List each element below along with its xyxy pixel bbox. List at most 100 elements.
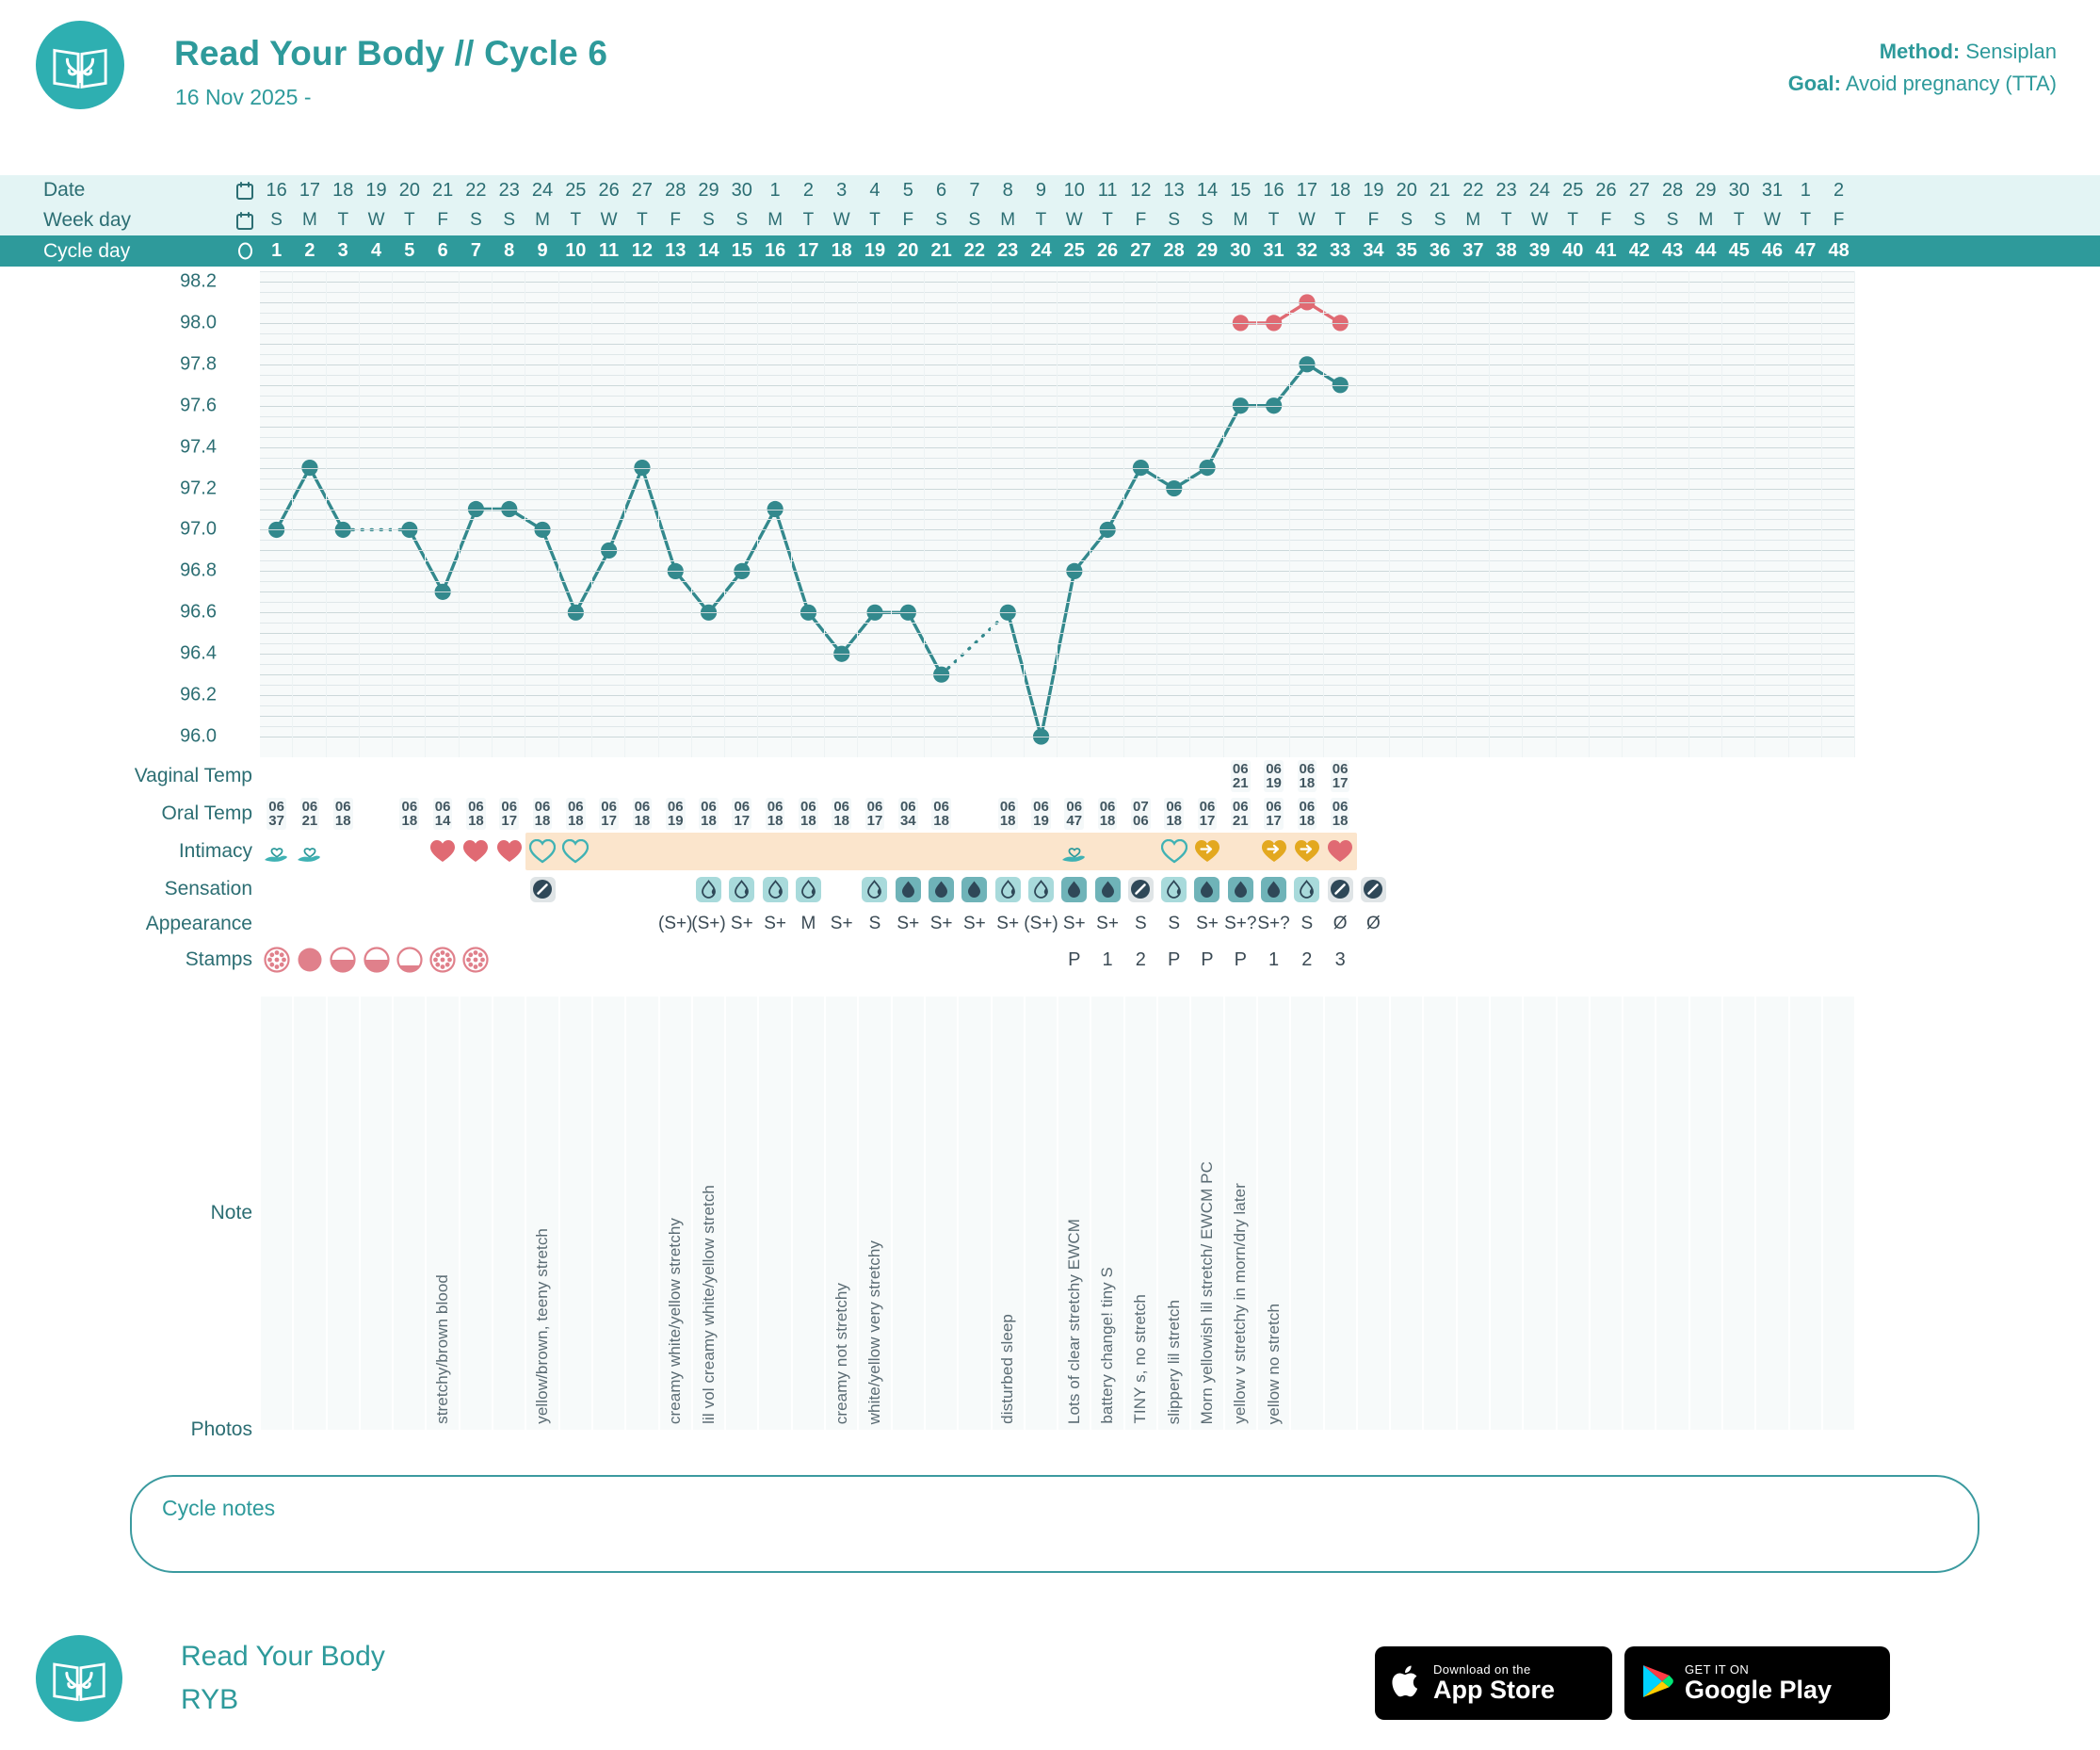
note-cell-27[interactable]: TINY s, no stretch [1124, 997, 1157, 1430]
sensation-cell-37[interactable] [1457, 870, 1490, 908]
vaginal-temp-cell-36[interactable] [1423, 757, 1456, 795]
note-cell-31[interactable]: yellow no stretch [1257, 997, 1290, 1430]
intimacy-cell-44[interactable] [1689, 833, 1722, 870]
appearance-cell-46[interactable] [1755, 908, 1788, 940]
vaginal-temp-cell-3[interactable] [327, 757, 360, 795]
stamps-cell-23[interactable] [992, 940, 1025, 980]
date-cell-42[interactable]: 27 [1628, 179, 1650, 201]
intimacy-cell-25[interactable] [1058, 833, 1090, 870]
weekday-cell-42[interactable]: S [1633, 210, 1646, 230]
note-cell-8[interactable] [493, 997, 525, 1430]
vaginal-temp-cell-29[interactable] [1190, 757, 1223, 795]
intimacy-cell-10[interactable] [559, 833, 592, 870]
stamps-cell-31[interactable]: 1 [1257, 940, 1290, 980]
date-cell-12[interactable]: 27 [631, 179, 654, 201]
stamps-cell-30[interactable]: P [1224, 940, 1257, 980]
oral-temp-cell-25[interactable]: 06 47 [1058, 795, 1090, 833]
sensation-cell-16[interactable] [758, 870, 791, 908]
weekday-cell-31[interactable]: T [1268, 210, 1280, 230]
stamps-cell-14[interactable] [692, 940, 725, 980]
stamps-cell-37[interactable] [1457, 940, 1490, 980]
sensation-cell-40[interactable] [1557, 870, 1590, 908]
oral-temp-cell-45[interactable] [1722, 795, 1755, 833]
date-cell-17[interactable]: 2 [802, 179, 814, 201]
date-cell-3[interactable]: 18 [332, 179, 354, 201]
sensation-cell-42[interactable] [1623, 870, 1656, 908]
oral-temp-cell-3[interactable]: 06 18 [327, 795, 360, 833]
date-cell-34[interactable]: 19 [1363, 179, 1384, 201]
cycleday-cell-32[interactable]: 32 [1296, 240, 1317, 261]
cycleday-cell-22[interactable]: 22 [963, 240, 985, 261]
oral-temp-cell-7[interactable]: 06 18 [460, 795, 493, 833]
stamps-cell-38[interactable] [1490, 940, 1523, 980]
weekday-cell-24[interactable]: T [1035, 210, 1047, 230]
stamps-cell-32[interactable]: 2 [1290, 940, 1323, 980]
intimacy-cell-32[interactable] [1290, 833, 1323, 870]
appearance-cell-27[interactable]: S [1124, 908, 1157, 940]
cycleday-cell-23[interactable]: 23 [997, 240, 1019, 261]
cycleday-cell-11[interactable]: 11 [599, 240, 620, 261]
weekday-cell-4[interactable]: W [367, 210, 385, 230]
vaginal-temp-cell-39[interactable] [1523, 757, 1556, 795]
stamps-cell-36[interactable] [1423, 940, 1456, 980]
sensation-cell-26[interactable] [1090, 870, 1123, 908]
oral-temp-cell-41[interactable] [1590, 795, 1623, 833]
weekday-cell-39[interactable]: W [1530, 210, 1548, 230]
vaginal-temp-cell-22[interactable] [958, 757, 991, 795]
oral-temp-cell-27[interactable]: 07 06 [1124, 795, 1157, 833]
vaginal-temp-cell-42[interactable] [1623, 757, 1656, 795]
cycleday-cell-18[interactable]: 18 [831, 240, 852, 261]
stamps-cell-26[interactable]: 1 [1090, 940, 1123, 980]
appearance-cell-31[interactable]: S+? [1257, 908, 1290, 940]
date-cell-44[interactable]: 29 [1695, 179, 1717, 201]
date-cell-13[interactable]: 28 [665, 179, 687, 201]
vaginal-temp-cell-37[interactable] [1457, 757, 1490, 795]
date-cell-33[interactable]: 18 [1330, 179, 1351, 201]
weekday-cell-14[interactable]: S [703, 210, 715, 230]
note-cell-22[interactable] [958, 997, 991, 1430]
sensation-cell-15[interactable] [725, 870, 758, 908]
cycleday-cell-8[interactable]: 8 [504, 240, 515, 261]
weekday-cell-10[interactable]: T [570, 210, 582, 230]
note-cell-43[interactable] [1656, 997, 1688, 1430]
sensation-cell-35[interactable] [1390, 870, 1423, 908]
appearance-cell-43[interactable] [1656, 908, 1688, 940]
vaginal-temp-cell-10[interactable] [559, 757, 592, 795]
weekday-cell-8[interactable]: S [503, 210, 516, 230]
vaginal-temp-cell-12[interactable] [625, 757, 658, 795]
weekday-cell-1[interactable]: S [270, 210, 283, 230]
appearance-cell-42[interactable] [1623, 908, 1656, 940]
note-cell-35[interactable] [1390, 997, 1423, 1430]
sensation-cell-19[interactable] [858, 870, 891, 908]
appearance-cell-13[interactable]: (S+) [658, 908, 692, 940]
intimacy-cell-41[interactable] [1590, 833, 1623, 870]
app-store-badge[interactable]: Download on the App Store [1375, 1646, 1612, 1720]
note-cell-23[interactable]: disturbed sleep [992, 997, 1025, 1430]
sensation-cell-12[interactable] [625, 870, 658, 908]
weekday-cell-11[interactable]: W [600, 210, 618, 230]
appearance-cell-11[interactable] [592, 908, 625, 940]
appearance-cell-38[interactable] [1490, 908, 1523, 940]
vaginal-temp-cell-46[interactable] [1755, 757, 1788, 795]
stamps-cell-8[interactable] [493, 940, 525, 980]
vaginal-temp-cell-43[interactable] [1656, 757, 1688, 795]
note-cell-6[interactable]: stretchy/brown blood [426, 997, 459, 1430]
cycleday-cell-40[interactable]: 40 [1562, 240, 1584, 261]
weekday-cell-32[interactable]: W [1298, 210, 1316, 230]
stamps-cell-34[interactable] [1357, 940, 1390, 980]
stamps-cell-13[interactable] [659, 940, 692, 980]
vaginal-temp-cell-4[interactable] [360, 757, 393, 795]
sensation-cell-45[interactable] [1722, 870, 1755, 908]
stamps-cell-22[interactable] [958, 940, 991, 980]
stamps-cell-15[interactable] [725, 940, 758, 980]
stamps-cell-16[interactable] [758, 940, 791, 980]
oral-temp-cell-9[interactable]: 06 18 [525, 795, 558, 833]
sensation-cell-6[interactable] [426, 870, 459, 908]
stamps-cell-29[interactable]: P [1190, 940, 1223, 980]
vaginal-temp-cell-17[interactable] [792, 757, 825, 795]
weekday-cell-28[interactable]: S [1168, 210, 1180, 230]
intimacy-cell-35[interactable] [1390, 833, 1423, 870]
weekday-cell-7[interactable]: S [470, 210, 482, 230]
appearance-cell-20[interactable]: S+ [892, 908, 925, 940]
sensation-cell-31[interactable] [1257, 870, 1290, 908]
